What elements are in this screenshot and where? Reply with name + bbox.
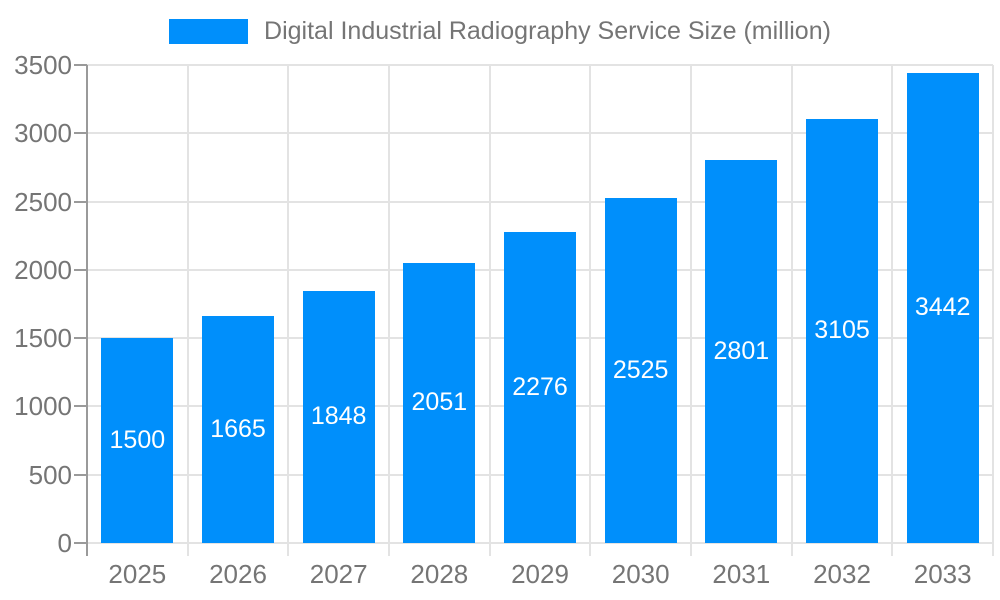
y-axis-tick — [74, 337, 87, 340]
x-gridline — [790, 65, 793, 556]
x-tick-label: 2033 — [913, 559, 972, 589]
x-gridline — [186, 65, 189, 556]
x-tick-label: 2026 — [209, 559, 267, 589]
y-gridline — [87, 200, 993, 203]
y-axis-tick — [74, 132, 87, 135]
bar-value-label: 1665 — [210, 414, 266, 443]
legend-label: Digital Industrial Radiography Service S… — [264, 17, 831, 45]
bar-value-label: 2276 — [512, 373, 568, 402]
x-tick-label: 2032 — [813, 559, 871, 589]
x-gridline — [992, 65, 994, 556]
y-tick-label: 1500 — [14, 323, 72, 354]
y-tick-label: 3500 — [14, 50, 72, 80]
y-axis-tick — [74, 542, 87, 544]
y-axis-line — [86, 65, 88, 556]
y-tick-label: 3000 — [14, 118, 72, 149]
y-tick-label: 1000 — [14, 391, 72, 422]
x-tick-label: 2027 — [309, 559, 368, 589]
y-tick-label: 2000 — [14, 254, 72, 285]
x-gridline — [690, 65, 692, 556]
x-tick-label: 2028 — [410, 559, 469, 589]
y-axis-tick — [74, 473, 87, 476]
x-gridline — [891, 65, 894, 556]
bar: 3442 — [906, 72, 979, 543]
x-tick-label: 2029 — [511, 559, 569, 589]
y-axis-tick — [74, 64, 87, 66]
bar-value-label: 2051 — [411, 388, 468, 417]
bar: 1848 — [302, 290, 375, 543]
bar-value-label: 1500 — [109, 426, 166, 455]
x-gridline — [488, 65, 491, 556]
bar: 1665 — [202, 315, 274, 543]
bar: 2276 — [504, 232, 576, 543]
y-tick-label: 2500 — [14, 186, 72, 217]
y-axis-tick — [74, 268, 87, 271]
x-tick-label: 2025 — [108, 559, 167, 589]
x-gridline — [287, 65, 290, 556]
legend-swatch — [169, 19, 249, 44]
bar: 3105 — [806, 118, 878, 543]
bar-value-label: 2801 — [713, 337, 770, 366]
x-tick-label: 2030 — [611, 559, 670, 589]
y-tick-label: 0 — [57, 528, 72, 558]
bar: 1500 — [101, 338, 174, 543]
x-tick-label: 2031 — [712, 559, 771, 589]
y-axis-tick — [74, 200, 87, 203]
y-tick-label: 500 — [28, 459, 72, 490]
bar-value-label: 3105 — [814, 316, 870, 345]
bar-value-label: 3442 — [914, 293, 971, 322]
y-gridline — [87, 132, 993, 135]
x-gridline — [589, 65, 592, 556]
y-gridline — [87, 542, 993, 544]
bar-value-label: 1848 — [310, 402, 367, 431]
chart-legend[interactable]: Digital Industrial Radiography Service S… — [0, 17, 1000, 46]
bar: 2801 — [705, 160, 778, 543]
bar: 2051 — [403, 262, 476, 543]
y-gridline — [87, 64, 993, 66]
y-axis-tick — [74, 405, 87, 408]
x-gridline — [388, 65, 390, 556]
bar-value-label: 2525 — [612, 356, 669, 385]
bar: 2525 — [604, 198, 677, 543]
